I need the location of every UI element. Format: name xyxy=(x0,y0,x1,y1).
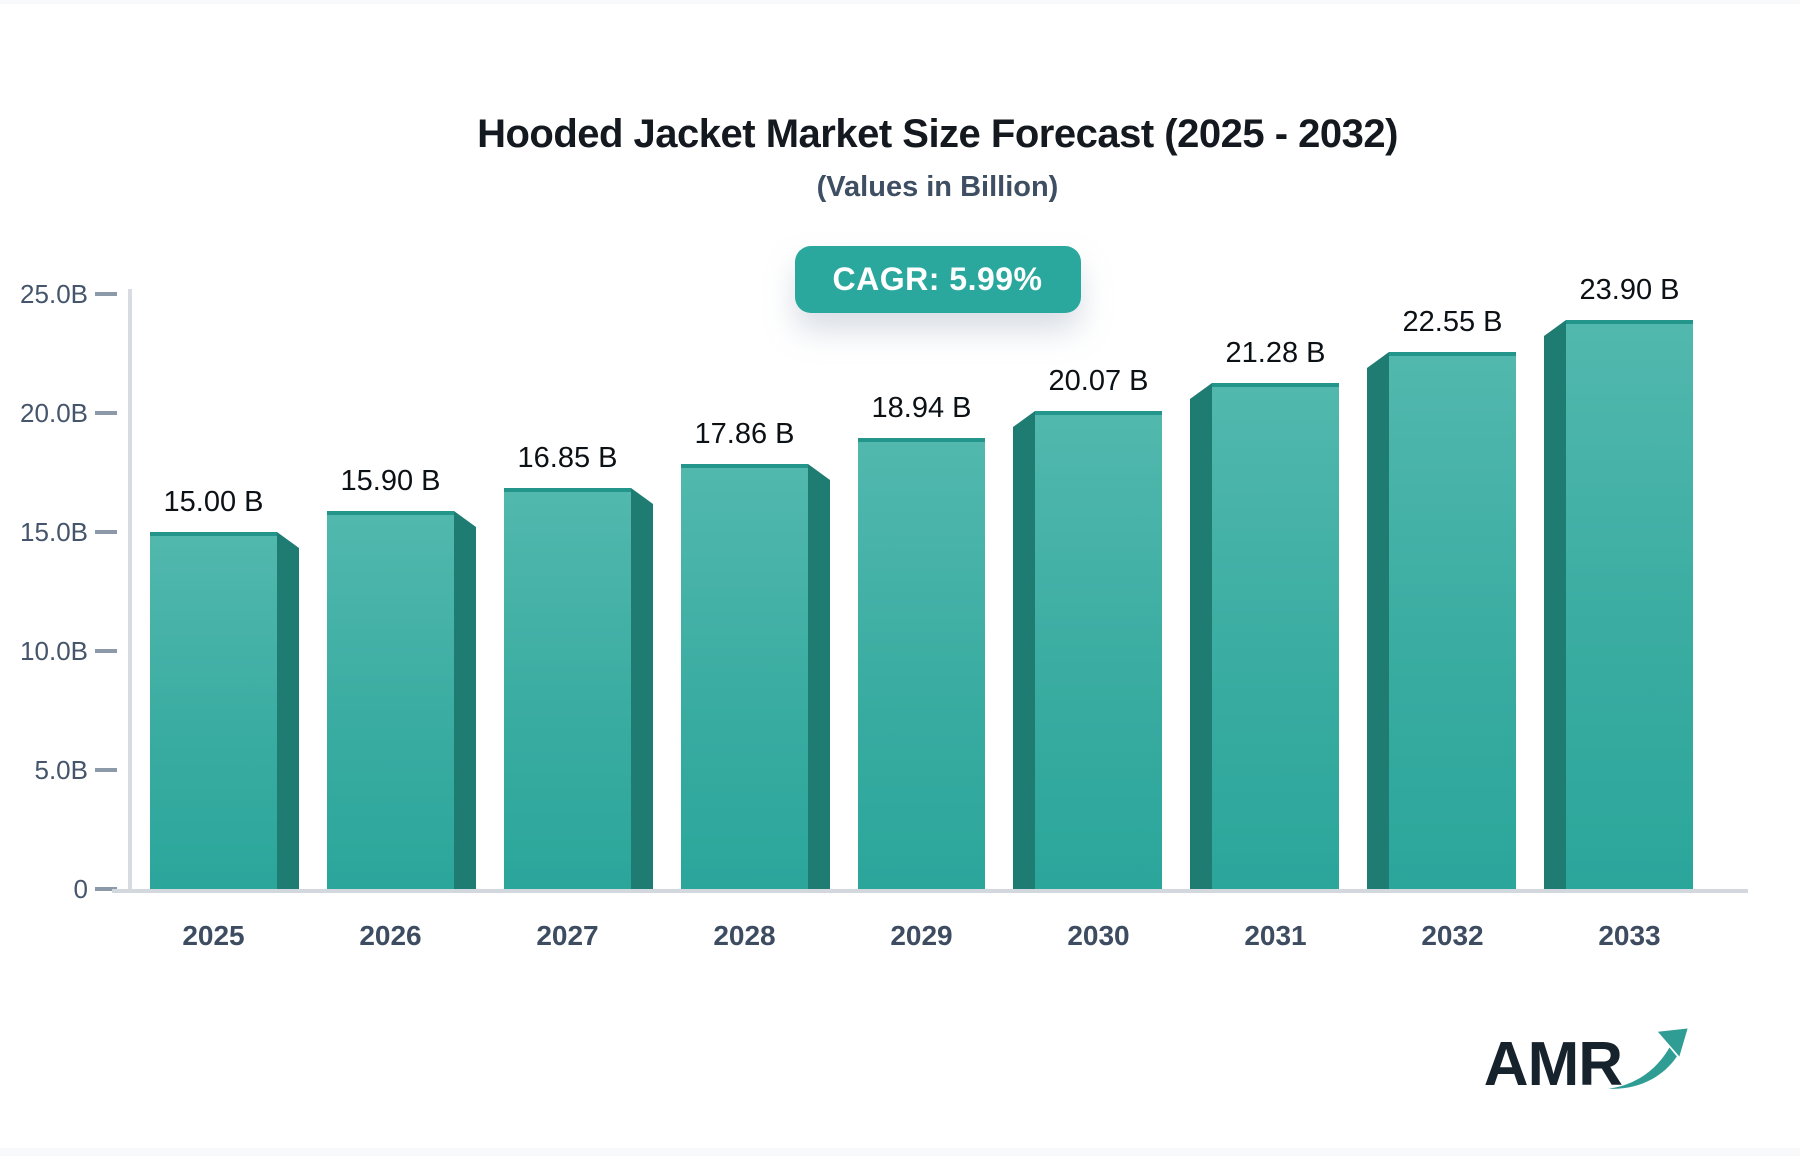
y-tick-label: 20.0B xyxy=(20,398,88,428)
chart-title: Hooded Jacket Market Size Forecast (2025… xyxy=(477,112,1398,156)
bar-2030 xyxy=(1035,411,1162,889)
y-tick-label: 15.0B xyxy=(20,517,88,547)
bar-2029 xyxy=(858,438,985,889)
x-tick-label-2026: 2026 xyxy=(359,920,422,951)
bar-side-face xyxy=(1190,383,1212,889)
bar-value-label: 23.90 B xyxy=(1579,274,1680,306)
bar-value-label: 15.00 B xyxy=(163,486,264,518)
y-tick-mark xyxy=(95,768,117,772)
bar-2031 xyxy=(1212,383,1339,889)
y-tick-label: 10.0B xyxy=(20,636,88,666)
bar-value-label: 18.94 B xyxy=(871,392,972,424)
y-tick-mark xyxy=(95,292,117,296)
x-tick-label-2027: 2027 xyxy=(536,920,599,951)
y-tick-mark xyxy=(95,649,117,653)
bar-value-label: 21.28 B xyxy=(1225,337,1326,369)
bar-value-label: 16.85 B xyxy=(517,442,618,474)
x-tick-label-2028: 2028 xyxy=(713,920,776,951)
y-tick-label: 25.0B xyxy=(20,279,88,309)
x-tick-label-2030: 2030 xyxy=(1067,920,1130,951)
y-axis-line xyxy=(128,289,132,893)
bar-2025 xyxy=(150,532,277,889)
bar-2033 xyxy=(1566,320,1693,889)
y-tick-mark xyxy=(95,887,117,891)
bar-2026 xyxy=(327,511,454,889)
brand-logo-text: AMR xyxy=(1483,1030,1623,1099)
x-tick-label-2032: 2032 xyxy=(1421,920,1484,951)
growth-arrow-icon xyxy=(1608,1028,1688,1089)
bar-value-label: 15.90 B xyxy=(340,465,441,497)
bar-2032 xyxy=(1389,352,1516,889)
bar-value-label: 17.86 B xyxy=(694,418,795,450)
y-tick-mark xyxy=(95,530,117,534)
brand-logo: AMR xyxy=(1484,1026,1690,1096)
bar-side-face xyxy=(1013,411,1035,889)
cagr-badge: CAGR: 5.99% xyxy=(794,246,1081,313)
bar-side-face xyxy=(454,511,476,889)
bar-2028 xyxy=(681,464,808,889)
bar-side-face xyxy=(1367,352,1389,889)
chart-header: Hooded Jacket Market Size Forecast (2025… xyxy=(130,112,1745,313)
x-axis-line xyxy=(112,889,1748,893)
bar-value-label: 20.07 B xyxy=(1048,365,1149,397)
x-tick-label-2033: 2033 xyxy=(1598,920,1661,951)
bar-2027 xyxy=(504,488,631,889)
bar-side-face xyxy=(277,532,299,889)
bar-side-face xyxy=(808,464,830,889)
x-tick-label-2029: 2029 xyxy=(890,920,953,951)
y-tick-mark xyxy=(95,411,117,415)
x-tick-label-2031: 2031 xyxy=(1244,920,1307,951)
chart-subtitle: (Values in Billion) xyxy=(816,171,1059,203)
y-tick-label: 5.0B xyxy=(34,755,89,785)
bar-value-label: 22.55 B xyxy=(1402,306,1503,338)
x-tick-label-2025: 2025 xyxy=(182,920,245,951)
y-tick-label: 0 xyxy=(73,874,88,904)
bar-side-face xyxy=(1544,320,1566,889)
bar-side-face xyxy=(631,488,653,889)
